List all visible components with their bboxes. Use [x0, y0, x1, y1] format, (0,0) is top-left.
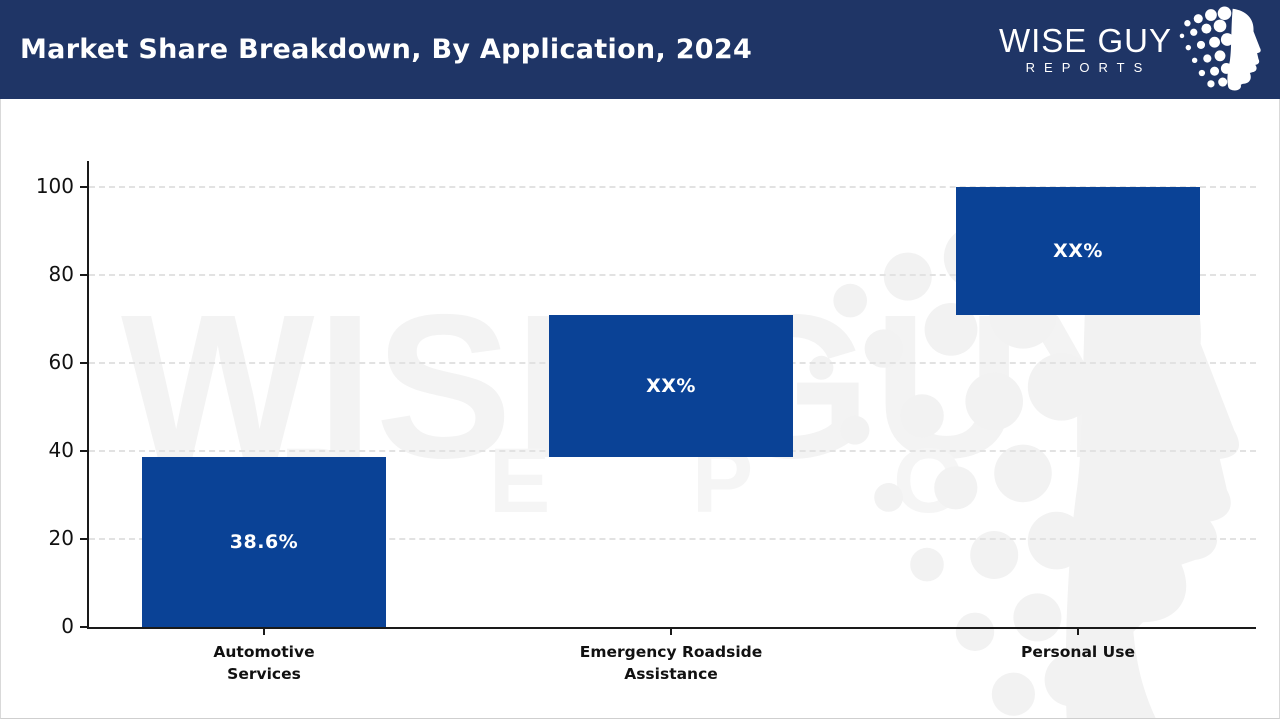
y-tick	[80, 450, 89, 452]
bar-segment: XX%	[956, 187, 1200, 315]
x-tick	[263, 627, 265, 635]
bar-segment: XX%	[549, 314, 793, 458]
y-tick-label: 100	[35, 174, 74, 198]
y-tick	[80, 362, 89, 364]
y-axis-spine	[87, 160, 89, 629]
header-band: Market Share Breakdown, By Application, …	[0, 0, 1280, 99]
x-category-label: Automotive Services	[213, 643, 315, 684]
y-tick-label: 80	[48, 262, 74, 286]
y-tick	[80, 186, 89, 188]
logo-face-icon	[1179, 6, 1261, 91]
x-axis-spine	[87, 627, 1256, 629]
y-tick-label: 20	[48, 526, 74, 550]
x-tick	[1077, 627, 1079, 635]
logo-wordmark: WISE GUY	[998, 21, 1172, 59]
y-tick	[80, 538, 89, 540]
y-gridline	[89, 186, 1256, 188]
y-gridline	[89, 538, 1256, 540]
x-category-label: Emergency Roadside Assistance	[579, 643, 763, 684]
bar-value-label: 38.6%	[229, 531, 299, 554]
chart-canvas: WISE GUY R E P O R T S 02040608010038.6%…	[0, 99, 1280, 719]
bar-value-label: XX%	[1053, 239, 1103, 262]
y-gridline	[89, 274, 1256, 276]
y-tick	[80, 626, 89, 628]
logo-subtitle: REPORTS	[1025, 60, 1152, 76]
bar-value-label: XX%	[646, 374, 696, 397]
wise-guy-logo: WISE GUY REPORTS	[999, 6, 1266, 92]
bar-segment: 38.6%	[142, 457, 386, 627]
logo-text: WISE GUY REPORTS	[998, 21, 1172, 76]
y-tick-label: 60	[48, 350, 74, 374]
x-category-label: Personal Use	[1021, 643, 1135, 661]
y-tick-label: 0	[61, 614, 74, 638]
y-tick	[80, 274, 89, 276]
chart-title: Market Share Breakdown, By Application, …	[20, 34, 753, 65]
y-tick-label: 40	[48, 438, 74, 462]
x-tick	[670, 627, 672, 635]
